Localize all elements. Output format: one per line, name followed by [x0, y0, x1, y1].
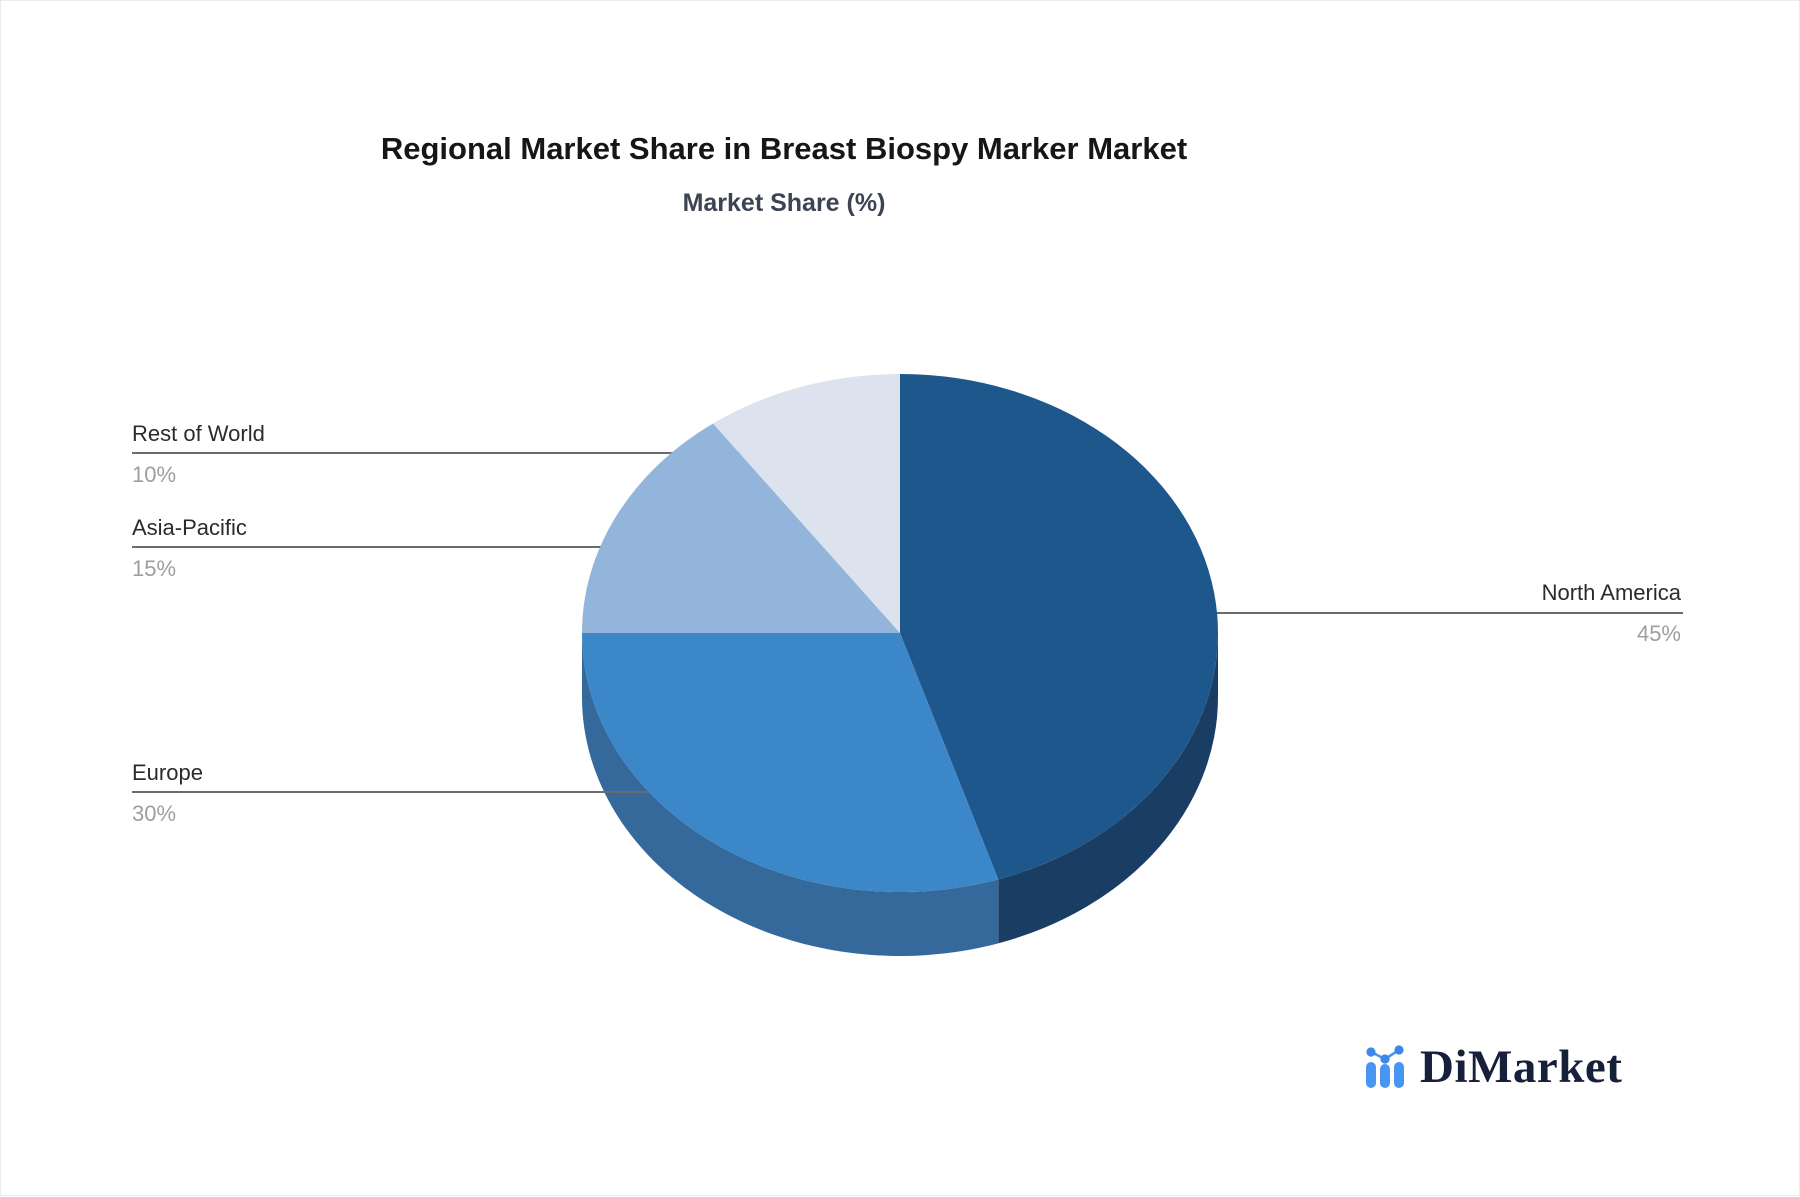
- slice-value-asia-pacific: 15%: [132, 556, 177, 581]
- slice-value-rest-of-world: 10%: [132, 462, 177, 487]
- pie-slice-rest-of-world[interactable]: [713, 374, 900, 633]
- slice-value-north-america: 45%: [1636, 621, 1681, 646]
- slice-label-rest-of-world: Rest of World: [132, 421, 265, 446]
- pie-slice-north-america[interactable]: [900, 374, 1218, 880]
- pie-slice-side-north-america: [998, 633, 1218, 944]
- chart-title: Regional Market Share in Breast Biospy M…: [380, 131, 1188, 166]
- brand-logo: DiMarket: [1365, 1041, 1622, 1093]
- pie-slice-europe[interactable]: [582, 633, 999, 892]
- bar-line-chart-icon: [1366, 1045, 1404, 1088]
- slice-value-europe: 30%: [132, 801, 177, 826]
- brand-name: DiMarket: [1420, 1041, 1623, 1093]
- slice-label-europe: Europe: [132, 760, 203, 785]
- chart-subtitle: Market Share (%): [682, 189, 886, 217]
- slice-label-north-america: North America: [1541, 580, 1681, 605]
- pie-slice-asia-pacific[interactable]: [582, 423, 900, 633]
- slice-label-asia-pacific: Asia-Pacific: [132, 515, 247, 540]
- pie-slice-side-europe: [582, 633, 999, 956]
